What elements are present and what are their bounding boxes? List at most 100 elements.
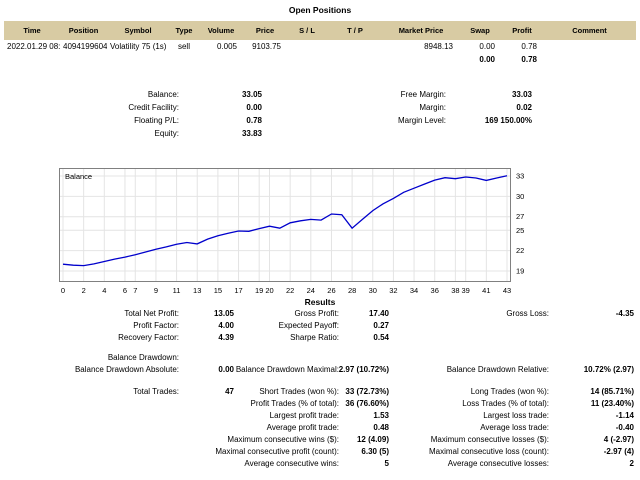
results-title: Results — [304, 297, 336, 307]
column-header-time: Time — [4, 21, 60, 40]
y-axis-tick-label: 27 — [516, 212, 524, 221]
x-axis-tick-label: 24 — [307, 286, 315, 295]
result-row: Total Net Profit: 13.05 Gross Profit: 17.40… — [4, 309, 636, 321]
result-label-mid: Maximal consecutive profit (count): — [215, 447, 339, 456]
x-axis-tick-label: 20 — [265, 286, 273, 295]
result-value-mid: 2.97 (10.72%) — [338, 365, 389, 374]
result-value-mid: 1.53 — [373, 411, 389, 420]
account-summary: Balance: 33.05 Free Margin: 33.03 Credit… — [4, 90, 636, 142]
margin-level-value: 169 150.00% — [484, 116, 532, 125]
result-row: Maximum consecutive wins ($): 12 (4.09) Ma… — [4, 435, 636, 447]
result-value-right: -4.35 — [615, 309, 634, 318]
result-label-mid: Short Trades (won %): — [259, 387, 339, 396]
column-header-volume: Volume — [199, 21, 243, 40]
balance-value: 33.05 — [241, 90, 262, 99]
column-header-sl: S / L — [287, 21, 327, 40]
x-axis-tick-label: 34 — [410, 286, 418, 295]
result-label-left: Profit Factor: — [133, 321, 179, 330]
column-header-price: Price — [243, 21, 287, 40]
result-label-left: Total Trades: — [133, 387, 179, 396]
result-row: Average profit trade: 0.48 Average loss tr… — [4, 423, 636, 435]
x-axis-tick-label: 2 — [82, 286, 86, 295]
result-label-right: Average loss trade: — [480, 423, 549, 432]
x-axis-tick-label: 7 — [133, 286, 137, 295]
result-value-right: -0.40 — [615, 423, 634, 432]
result-value-mid: 5 — [384, 459, 389, 468]
result-value-right: 2 — [629, 459, 634, 468]
result-value-left: 47 — [225, 387, 234, 396]
position-symbol: Volatility 75 (1s) Index — [110, 42, 169, 51]
result-value-mid: 6.30 (5) — [361, 447, 389, 456]
result-value-mid: 36 (76.60%) — [345, 399, 389, 408]
result-label-mid: Profit Trades (% of total): — [250, 399, 339, 408]
result-row: Average consecutive wins: 5 Average consec… — [4, 459, 636, 471]
result-label-right: Long Trades (won %): — [470, 387, 549, 396]
position-price: 9103.75 — [252, 42, 281, 51]
result-label-mid: Largest profit trade: — [269, 411, 339, 420]
result-value-left: 13.05 — [213, 309, 234, 318]
x-axis-tick-label: 30 — [369, 286, 377, 295]
x-axis-tick-label: 11 — [173, 286, 181, 295]
y-axis-tick-label: 33 — [516, 172, 524, 181]
result-row: Total Trades: 47 Short Trades (won %): 33 (… — [4, 387, 636, 399]
x-axis-tick-label: 26 — [327, 286, 335, 295]
result-value-mid: 0.27 — [373, 321, 389, 330]
result-label-right: Gross Loss: — [506, 309, 549, 318]
x-axis-tick-label: 15 — [214, 286, 222, 295]
result-label-mid: Average profit trade: — [266, 423, 339, 432]
column-header-type: Type — [169, 21, 199, 40]
margin-label: Margin: — [419, 103, 446, 112]
account-row: Equity: 33.83 — [4, 129, 636, 142]
floating-pl-label: Floating P/L: — [134, 116, 179, 125]
column-header-position: Position — [60, 21, 107, 40]
result-value-mid: 33 (72.73%) — [345, 387, 389, 396]
result-label-mid: Expected Payoff: — [278, 321, 339, 330]
free-margin-label: Free Margin: — [400, 90, 446, 99]
x-axis-tick-label: 43 — [503, 286, 511, 295]
result-label-mid: Sharpe Ratio: — [290, 333, 339, 342]
result-label-right: Maximal consecutive loss (count): — [428, 447, 549, 456]
y-axis-tick-label: 30 — [516, 192, 524, 201]
position-market-price: 8948.13 — [424, 42, 453, 51]
result-label-right: Average consecutive losses: — [447, 459, 549, 468]
x-axis-tick-label: 19 — [255, 286, 263, 295]
x-axis-tick-label: 32 — [389, 286, 397, 295]
balance-chart: Balance 19 22 25 27 30 33 0 2 4 6 7 9 11 13 15 17 19 20 22 2… — [59, 168, 640, 296]
margin-level-label: Margin Level: — [397, 116, 446, 125]
x-axis-tick-label: 36 — [431, 286, 439, 295]
position-id: 4094199604 — [63, 42, 107, 51]
x-axis-tick-label: 9 — [154, 286, 158, 295]
table-row: 2022.01.29 08:53:01 4094199604 Volatilit… — [4, 40, 636, 53]
total-profit: 0.78 — [521, 55, 537, 64]
position-type: sell — [177, 42, 190, 51]
position-tp — [327, 40, 383, 53]
result-label-left: Balance Drawdown Absolute: — [74, 365, 179, 374]
column-header-symbol: Symbol — [107, 21, 169, 40]
result-value-left: 4.39 — [218, 333, 234, 342]
result-label-right: Largest loss trade: — [483, 411, 549, 420]
x-axis-tick-label: 4 — [102, 286, 106, 295]
result-row: Profit Trades (% of total): 36 (76.60%) Lo… — [4, 399, 636, 411]
position-time: 2022.01.29 08:53:01 — [7, 42, 60, 51]
free-margin-value: 33.03 — [511, 90, 532, 99]
result-row: Maximal consecutive profit (count): 6.30 … — [4, 447, 636, 459]
position-profit: 0.78 — [521, 42, 537, 51]
result-label-left: Recovery Factor: — [118, 333, 179, 342]
equity-value: 33.83 — [241, 129, 262, 138]
column-header-profit: Profit — [501, 21, 543, 40]
result-label-left: Total Net Profit: — [124, 309, 179, 318]
result-value-right: -1.14 — [615, 411, 634, 420]
result-value-left: 0.00 — [218, 365, 234, 374]
credit-facility-label: Credit Facility: — [128, 103, 179, 112]
result-label-right: Loss Trades (% of total): — [462, 399, 549, 408]
result-value-right: 10.72% (2.97) — [583, 365, 634, 374]
result-label-mid: Balance Drawdown Maximal: — [235, 365, 339, 374]
result-row: Balance Drawdown Absolute: 0.00 Balance Dr… — [4, 365, 636, 377]
result-row: Balance Drawdown: — [4, 353, 636, 365]
result-label-right: Maximum consecutive losses ($): — [430, 435, 549, 444]
result-row: Largest profit trade: 1.53 Largest loss tr… — [4, 411, 636, 423]
result-label-mid: Gross Profit: — [294, 309, 339, 318]
result-row: Recovery Factor: 4.39 Sharpe Ratio: 0.54 — [4, 333, 636, 345]
y-axis-tick-label: 19 — [516, 267, 524, 276]
